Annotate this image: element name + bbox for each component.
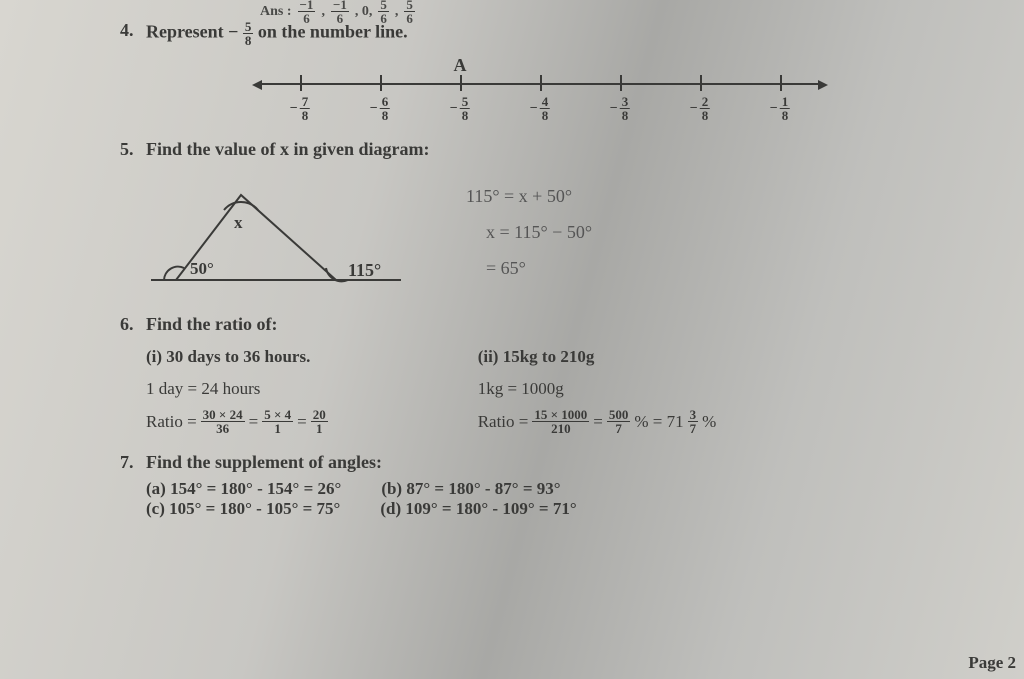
ans-frac-2: −16 <box>331 0 349 25</box>
q5-text: Find the value of x in given diagram: <box>146 139 430 160</box>
angle-50-label: 50° <box>190 259 214 278</box>
q7-text: Find the supplement of angles: <box>146 452 382 473</box>
page-content: Ans : −16 , −16 , 0, 56 , 56 4. Represen… <box>120 0 1000 533</box>
q6-ii-prefix: Ratio = <box>478 406 529 438</box>
q4-number: 4. <box>120 20 146 41</box>
question-7: 7. Find the supplement of angles: (a) 15… <box>120 452 1000 519</box>
question-5: 5. Find the value of x in given diagram:… <box>120 139 1000 300</box>
q4-frac-den: 8 <box>243 34 254 47</box>
q5-calc-2: x = 115° − 50° <box>486 214 592 250</box>
q6-i-note: 1 day = 24 hours <box>146 373 328 405</box>
angle-115-label: 115° <box>348 260 381 280</box>
q4-text-before: Represent − <box>146 22 238 42</box>
tick-mark <box>540 75 542 91</box>
q6-i-frac3: 20 1 <box>311 408 328 435</box>
tick-label: −48 <box>530 95 550 122</box>
q6-i-ratio: Ratio = 30 × 24 36 = 5 × 4 1 = 20 1 <box>146 406 328 438</box>
question-4: 4. Represent − 5 8 on the number line. A… <box>120 20 1000 125</box>
angle-x-label: x <box>234 213 243 232</box>
q7-b: (b) 87° = 180° - 87° = 93° <box>381 479 560 499</box>
tick-label: −38 <box>610 95 630 122</box>
q6-i-label: (i) 30 days to 36 hours. <box>146 341 328 373</box>
tick-mark <box>780 75 782 91</box>
q6-ii-ratio: Ratio = 15 × 1000 210 = 500 7 % = 71 3 7 <box>478 406 717 438</box>
q6-ii-label: (ii) 15kg to 210g <box>478 341 717 373</box>
tick-mark <box>620 75 622 91</box>
q7-c: (c) 105° = 180° - 105° = 75° <box>146 499 340 519</box>
q6-ii-frac2: 500 7 <box>607 408 631 435</box>
number-line: A −78 −68 −58 −48 −38 −28 −18 <box>260 55 820 125</box>
tick-mark <box>460 75 462 91</box>
q5-number: 5. <box>120 139 146 160</box>
tick-label: −58 <box>450 95 470 122</box>
q6-part-i: (i) 30 days to 36 hours. 1 day = 24 hour… <box>146 341 328 438</box>
q4-frac-num: 5 <box>243 20 254 34</box>
q6-text: Find the ratio of: <box>146 314 277 335</box>
page-number: Page 2 <box>968 653 1016 673</box>
q5-calc-1: 115° = x + 50° <box>466 178 592 214</box>
point-a-label: A <box>454 55 467 76</box>
q7-a: (a) 154° = 180° - 154° = 26° <box>146 479 341 499</box>
ans-frac-3: 56 <box>378 0 389 25</box>
q6-ii-mid: % = 71 <box>634 406 683 438</box>
question-6: 6. Find the ratio of: (i) 30 days to 36 … <box>120 314 1000 438</box>
tick-mark <box>300 75 302 91</box>
q6-ii-note: 1kg = 1000g <box>478 373 717 405</box>
ans-prefix: Ans : <box>260 4 292 20</box>
q6-i-frac2: 5 × 4 1 <box>262 408 293 435</box>
q6-ii-frac1: 15 × 1000 210 <box>532 408 589 435</box>
tick-mark <box>380 75 382 91</box>
tick-label: −28 <box>690 95 710 122</box>
tick-label: −18 <box>770 95 790 122</box>
triangle-diagram: x 50° 115° <box>146 170 406 300</box>
q7-d: (d) 109° = 180° - 109° = 71° <box>380 499 576 519</box>
tick-label: −68 <box>370 95 390 122</box>
q5-working: 115° = x + 50° x = 115° − 50° = 65° <box>466 178 592 300</box>
q6-ii-frac3: 3 7 <box>688 408 699 435</box>
q7-number: 7. <box>120 452 146 473</box>
q6-ii-suffix: % <box>702 406 716 438</box>
tick-label: −78 <box>290 95 310 122</box>
q6-i-frac1: 30 × 24 36 <box>201 408 245 435</box>
ans-frac-1: −16 <box>298 0 316 25</box>
ans-frac-4: 56 <box>404 0 415 25</box>
q6-number: 6. <box>120 314 146 335</box>
q6-part-ii: (ii) 15kg to 210g 1kg = 1000g Ratio = 15… <box>478 341 717 438</box>
tick-mark <box>700 75 702 91</box>
q5-calc-3: = 65° <box>486 250 592 286</box>
ans-line: Ans : −16 , −16 , 0, 56 , 56 <box>260 0 415 25</box>
q6-i-prefix: Ratio = <box>146 406 197 438</box>
q4-fraction: 5 8 <box>243 20 254 47</box>
